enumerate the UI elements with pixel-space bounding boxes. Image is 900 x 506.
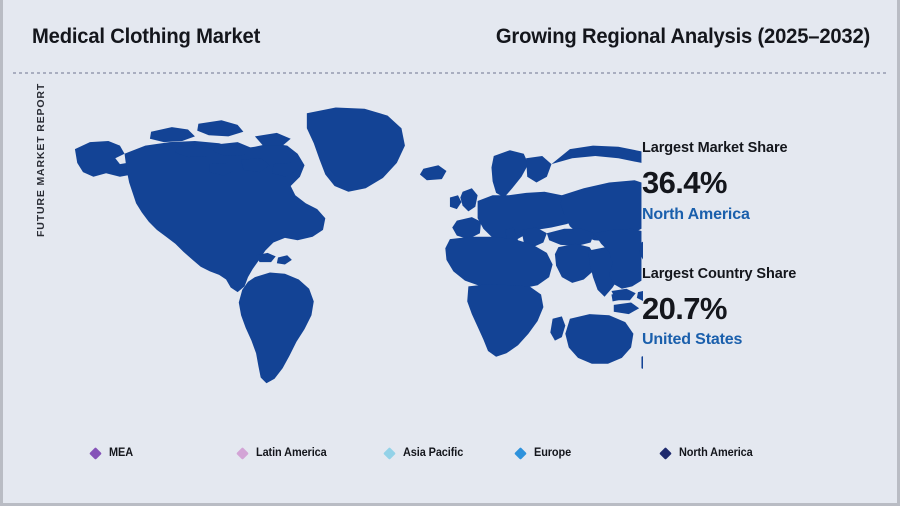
stat-label: Largest Country Share — [642, 265, 797, 282]
diamond-marker-icon — [659, 446, 672, 460]
map-landmasses — [74, 107, 643, 384]
legend-item-north-america: North America — [659, 446, 757, 460]
diamond-marker-icon — [236, 446, 249, 460]
world-map-svg — [74, 107, 643, 384]
legend-label: Europe — [534, 447, 572, 459]
stat-region: United States — [642, 331, 743, 349]
legend-label: Latin America — [256, 447, 327, 459]
page-title: Medical Clothing Market — [32, 24, 261, 48]
legend-label: Asia Pacific — [403, 447, 464, 459]
vertical-brand-label: FUTURE MARKET REPORT — [35, 82, 47, 237]
header-divider — [13, 72, 887, 74]
world-map — [63, 96, 643, 396]
stat-largest-country-share: Largest Country Share 20.7% United State… — [642, 266, 882, 350]
diamond-marker-icon — [514, 446, 527, 460]
legend-item-mea: MEA — [89, 446, 134, 460]
diamond-marker-icon — [89, 446, 102, 460]
stat-value: 36.4% — [642, 165, 728, 200]
legend-item-latin-america: Latin America — [236, 446, 330, 460]
header: Medical Clothing Market Growing Regional… — [3, 0, 897, 73]
stat-region: North America — [642, 205, 750, 223]
legend-item-europe: Europe — [514, 446, 573, 460]
legend-label: North America — [679, 447, 753, 459]
header-subtitle: Growing Regional Analysis (2025–2032) — [495, 24, 870, 48]
legend-item-asia-pacific: Asia Pacific — [383, 446, 466, 460]
diamond-marker-icon — [383, 446, 396, 460]
stat-label: Largest Market Share — [642, 140, 788, 156]
stat-value: 20.7% — [642, 290, 728, 326]
legend-label: MEA — [109, 447, 134, 459]
stat-largest-market-share: Largest Market Share 36.4% North America — [642, 140, 882, 224]
map-legend: MEA Latin America Asia Pacific Europe No… — [89, 446, 791, 467]
stats-panel: Largest Market Share 36.4% North America… — [642, 140, 882, 349]
